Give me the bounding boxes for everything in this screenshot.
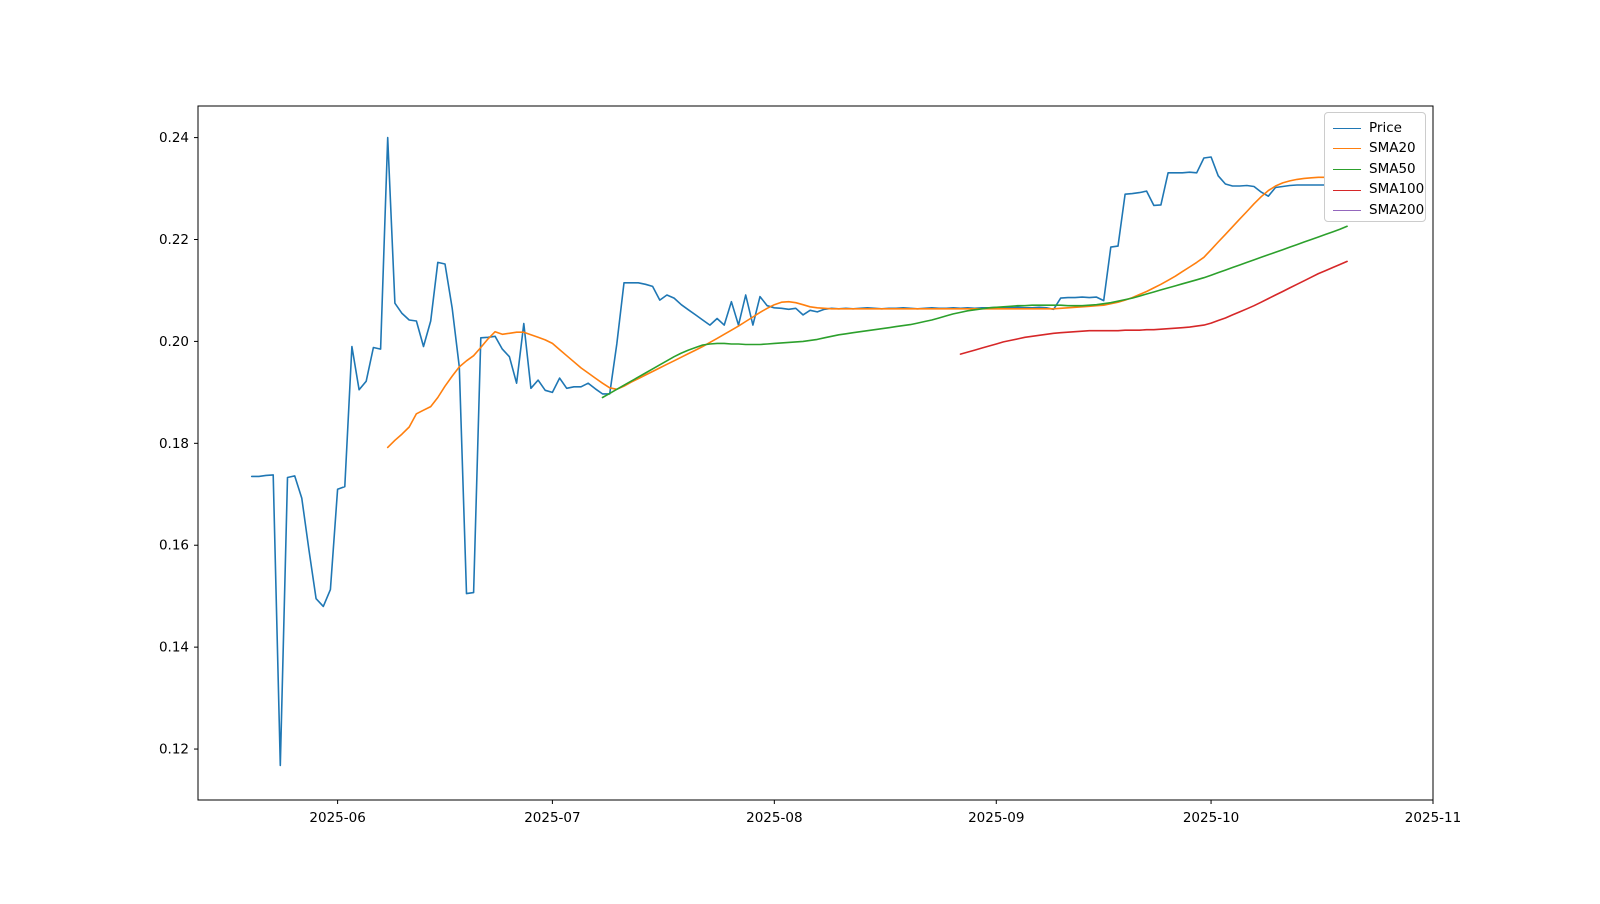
legend-line-sample-sma200 [1333, 210, 1361, 212]
series-line-price [250, 136, 1348, 767]
y-tick-label: 0.24 [159, 130, 189, 146]
axes-frame [197, 105, 1434, 801]
legend-label-sma200: SMA200 [1369, 201, 1425, 218]
legend-entry-sma200: SMA200 [1333, 200, 1425, 221]
series-line-sma100 [959, 260, 1348, 355]
y-tick-label: 0.12 [159, 742, 189, 758]
series-line-sma20 [386, 176, 1348, 449]
legend-line-sample-sma50 [1333, 168, 1361, 170]
legend-label-sma50: SMA50 [1369, 160, 1416, 177]
y-tick-label: 0.16 [159, 538, 189, 554]
y-tick-label: 0.14 [159, 640, 189, 656]
legend-label-sma20: SMA20 [1369, 140, 1416, 157]
y-tick-label: 0.20 [159, 334, 189, 350]
x-tick-label: 2025-10 [1183, 810, 1239, 826]
legend-entry-sma20: SMA20 [1333, 139, 1425, 160]
x-tick-label: 2025-06 [309, 810, 365, 826]
legend-line-sample-price [1333, 127, 1361, 129]
legend-label-sma100: SMA100 [1369, 181, 1425, 198]
series-line-sma50 [601, 225, 1348, 399]
y-tick-label: 0.22 [159, 232, 189, 248]
x-tick-label: 2025-09 [968, 810, 1024, 826]
y-tick-label: 0.18 [159, 436, 189, 452]
x-tick-label: 2025-11 [1405, 810, 1461, 826]
legend-entry-price: Price [1333, 118, 1425, 139]
legend-line-sample-sma100 [1333, 189, 1361, 191]
legend: Price SMA20 SMA50 SMA100 SMA200 [1324, 112, 1426, 222]
x-tick-label: 2025-08 [746, 810, 802, 826]
legend-line-sample-sma20 [1333, 148, 1361, 150]
x-tick-label: 2025-07 [524, 810, 580, 826]
legend-entry-sma50: SMA50 [1333, 159, 1425, 180]
legend-label-price: Price [1369, 119, 1402, 136]
legend-entry-sma100: SMA100 [1333, 180, 1425, 201]
